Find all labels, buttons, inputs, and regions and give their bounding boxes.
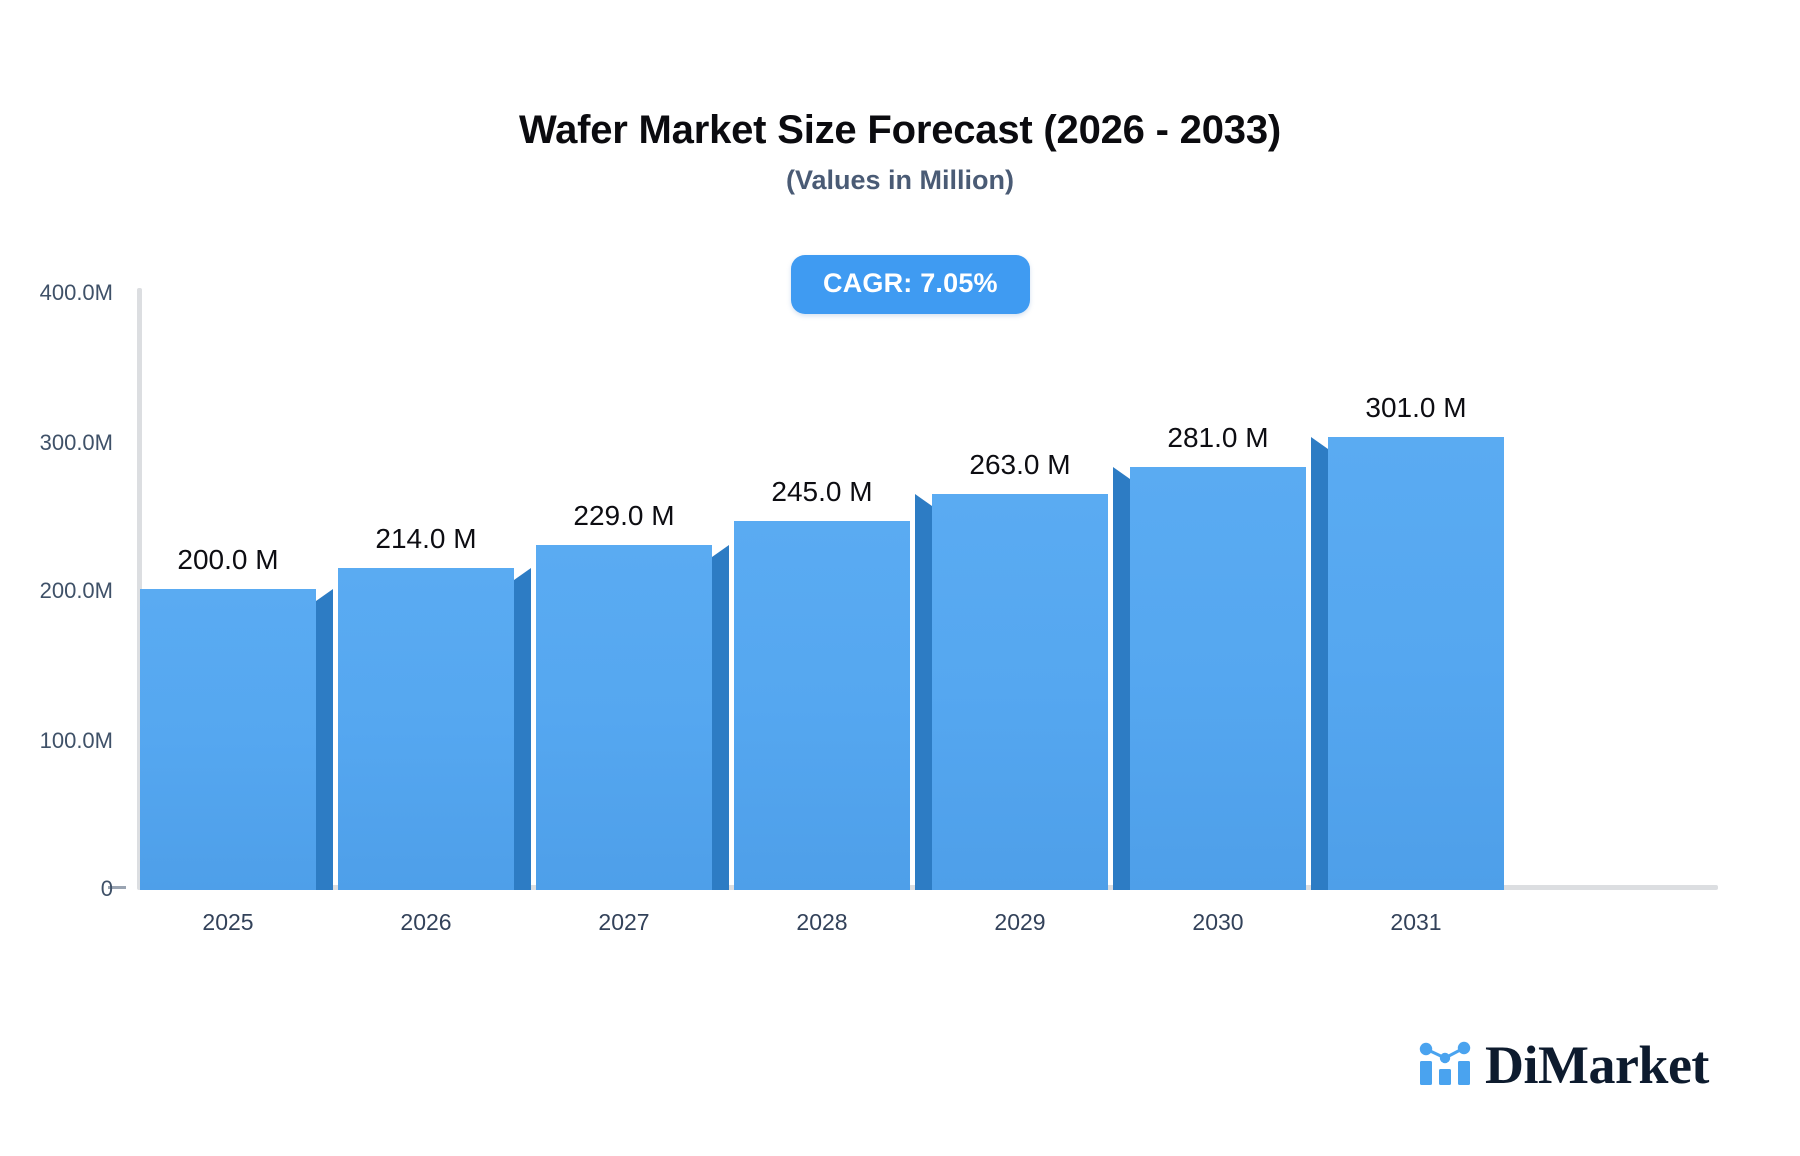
bar-group[interactable] bbox=[734, 0, 910, 1156]
bar-front-face bbox=[536, 545, 712, 890]
chart-title: Wafer Market Size Forecast (2026 - 2033) bbox=[519, 108, 1281, 152]
bar-value-label: 214.0 M bbox=[375, 523, 477, 554]
bar-top-bevel bbox=[915, 494, 932, 506]
bar-side-face bbox=[1311, 449, 1328, 890]
bar-value-label: 200.0 M bbox=[177, 544, 279, 575]
bar-top-bevel bbox=[712, 545, 729, 557]
bar-top-bevel bbox=[1113, 467, 1130, 479]
bar-group[interactable] bbox=[140, 0, 333, 1156]
bar-value-label: 245.0 M bbox=[771, 476, 873, 507]
bar-value-label: 281.0 M bbox=[1167, 422, 1269, 453]
x-tick-label: 2026 bbox=[400, 909, 452, 935]
y-tick-label: 300.0M bbox=[39, 430, 113, 455]
y-axis-zero-tick bbox=[108, 886, 126, 889]
bar-top-bevel bbox=[1311, 437, 1328, 449]
bar-side-face bbox=[915, 506, 932, 890]
x-tick-label: 2025 bbox=[202, 909, 254, 935]
brand-logo: DiMarket bbox=[1418, 1038, 1709, 1092]
bar-value-label: 263.0 M bbox=[969, 449, 1071, 480]
logo-wordmark: DiMarket bbox=[1485, 1035, 1709, 1095]
bar-group[interactable] bbox=[1311, 0, 1504, 1156]
bar-front-face bbox=[338, 568, 514, 890]
bar-front-face bbox=[140, 589, 316, 890]
bar-top-bevel bbox=[514, 568, 531, 580]
bar-front-face bbox=[734, 521, 910, 890]
chart-subtitle: (Values in Million) bbox=[785, 165, 1015, 195]
bar-side-face bbox=[316, 601, 333, 890]
bar-group[interactable] bbox=[1113, 0, 1306, 1156]
y-tick-label: 0 bbox=[100, 876, 113, 901]
bar-value-label: 301.0 M bbox=[1365, 392, 1467, 423]
bar-group[interactable] bbox=[536, 0, 729, 1156]
x-tick-label: 2030 bbox=[1192, 909, 1244, 935]
y-tick-label: 400.0M bbox=[39, 280, 113, 305]
bar-front-face bbox=[1328, 437, 1504, 890]
x-tick-label: 2029 bbox=[994, 909, 1046, 935]
bar-side-face bbox=[514, 580, 531, 890]
bar-front-face bbox=[1130, 467, 1306, 890]
y-axis-line bbox=[137, 288, 142, 889]
bar-value-label: 229.0 M bbox=[573, 500, 675, 531]
x-tick-label: 2027 bbox=[598, 909, 650, 935]
y-tick-label: 100.0M bbox=[39, 728, 113, 753]
bar-front-face bbox=[932, 494, 1108, 890]
y-tick-label: 200.0M bbox=[39, 578, 113, 603]
bar-top-bevel bbox=[316, 589, 333, 601]
bar-side-face bbox=[1113, 479, 1130, 890]
cagr-badge: CAGR: 7.05% bbox=[791, 255, 1030, 314]
x-tick-label: 2031 bbox=[1390, 909, 1442, 935]
bar-chart-dots-icon bbox=[1418, 1039, 1472, 1092]
bar-side-face bbox=[712, 557, 729, 890]
bar-group[interactable] bbox=[915, 0, 1108, 1156]
x-tick-label: 2028 bbox=[796, 909, 848, 935]
bar-group[interactable] bbox=[338, 0, 531, 1156]
